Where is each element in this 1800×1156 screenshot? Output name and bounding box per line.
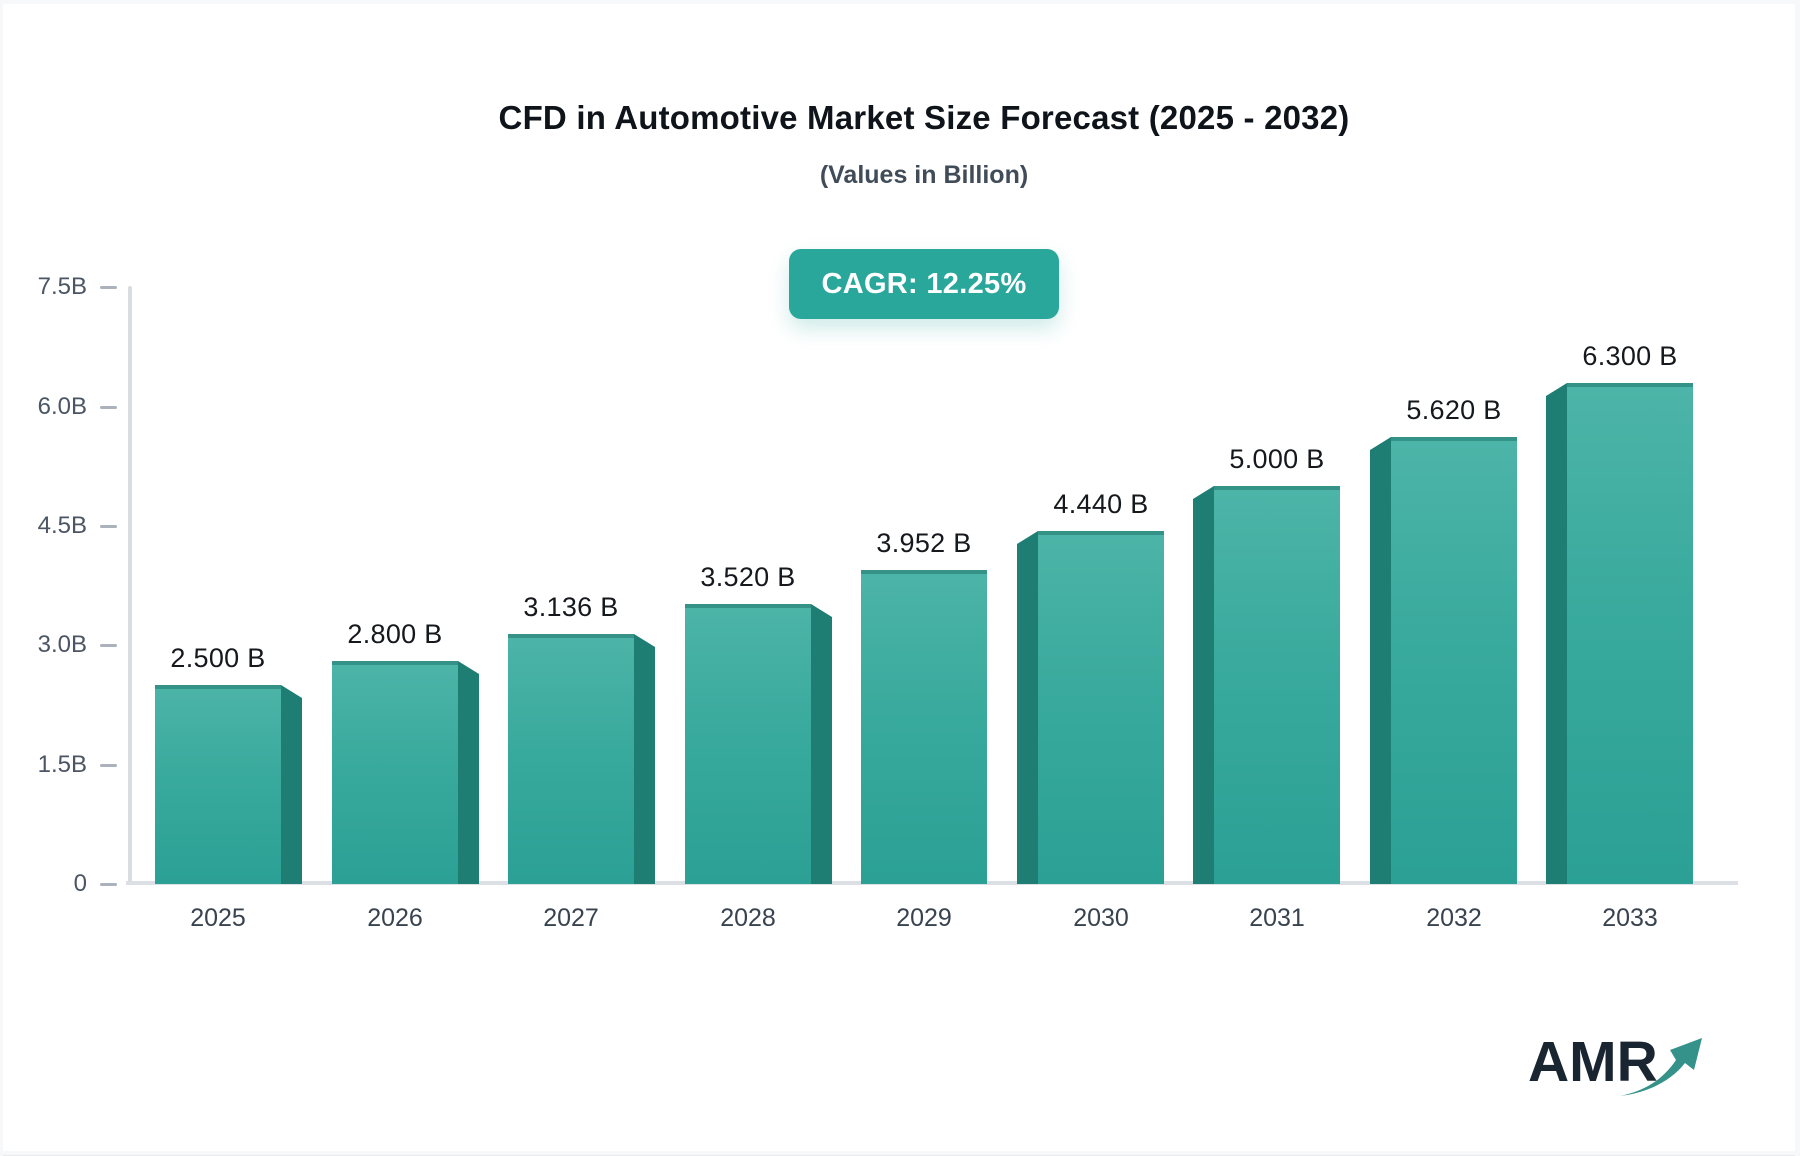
bar-side-2025 [281,685,302,884]
value-label-2031: 5.000 B [1229,444,1325,474]
value-label-2026: 2.800 B [347,619,443,649]
x-label-2033: 2033 [1602,904,1658,932]
x-label-2032: 2032 [1426,904,1482,932]
y-tick-mark [100,286,117,290]
y-tick-label-6.0B: 6.0B [37,392,87,420]
y-tick-label-0: 0 [73,870,87,897]
page-edge-right [1795,0,1800,1156]
value-label-2028: 3.520 B [700,562,796,592]
page-edge-left [0,0,3,1156]
bar-2032 [1391,437,1517,884]
x-label-2027: 2027 [543,904,599,932]
x-label-2025: 2025 [190,904,246,932]
y-tick-label-3.0B: 3.0B [37,631,87,659]
bar-side-2026 [458,661,479,884]
y-tick-label-7.5B: 7.5B [37,273,87,301]
y-axis-line [128,286,132,885]
x-label-2026: 2026 [367,904,423,932]
bar-side-2027 [634,634,655,884]
y-tick-mark [100,644,117,648]
value-label-2032: 5.620 B [1406,395,1502,425]
value-label-2033: 6.300 B [1582,341,1678,371]
growth-arrow-icon [1620,1038,1702,1096]
chart-subtitle: (Values in Billion) [819,161,1029,189]
bar-side-2028 [811,604,832,884]
page-edge-bottom [0,1151,1800,1156]
chart-title: CFD in Automotive Market Size Forecast (… [498,99,1350,136]
bar-2028 [685,604,811,884]
cagr-badge: CAGR: 12.25% [789,249,1059,319]
amr-logo-text: AMR [1528,1030,1658,1094]
bar-2031 [1214,486,1340,884]
y-tick-mark [100,883,117,886]
page-edge-top [0,0,1800,4]
bar-2030 [1038,531,1164,884]
bar-side-2031 [1193,486,1214,884]
bar-2027 [508,634,634,884]
bar-side-2032 [1370,437,1391,884]
value-label-2029: 3.952 B [876,528,972,558]
chart-header: CFD in Automotive Market Size Forecast (… [0,0,1800,319]
y-tick-mark [100,763,117,767]
x-label-2028: 2028 [720,904,776,932]
x-label-2029: 2029 [896,904,952,932]
y-tick-label-1.5B: 1.5B [37,750,87,778]
value-label-2025: 2.500 B [170,643,266,673]
bar-side-2033 [1546,383,1567,884]
amr-logo: AMR [1528,1032,1728,1112]
y-tick-mark [100,405,117,409]
value-label-2027: 3.136 B [523,592,619,622]
y-tick-label-4.5B: 4.5B [37,511,87,539]
x-label-2030: 2030 [1073,904,1129,932]
bar-2026 [332,661,458,884]
bar-2025 [155,685,281,884]
y-tick-mark [100,524,117,528]
bar-side-2030 [1017,531,1038,884]
bar-2029 [861,570,987,884]
value-label-2030: 4.440 B [1053,489,1149,519]
x-label-2031: 2031 [1249,904,1305,932]
bar-2033 [1567,383,1693,884]
